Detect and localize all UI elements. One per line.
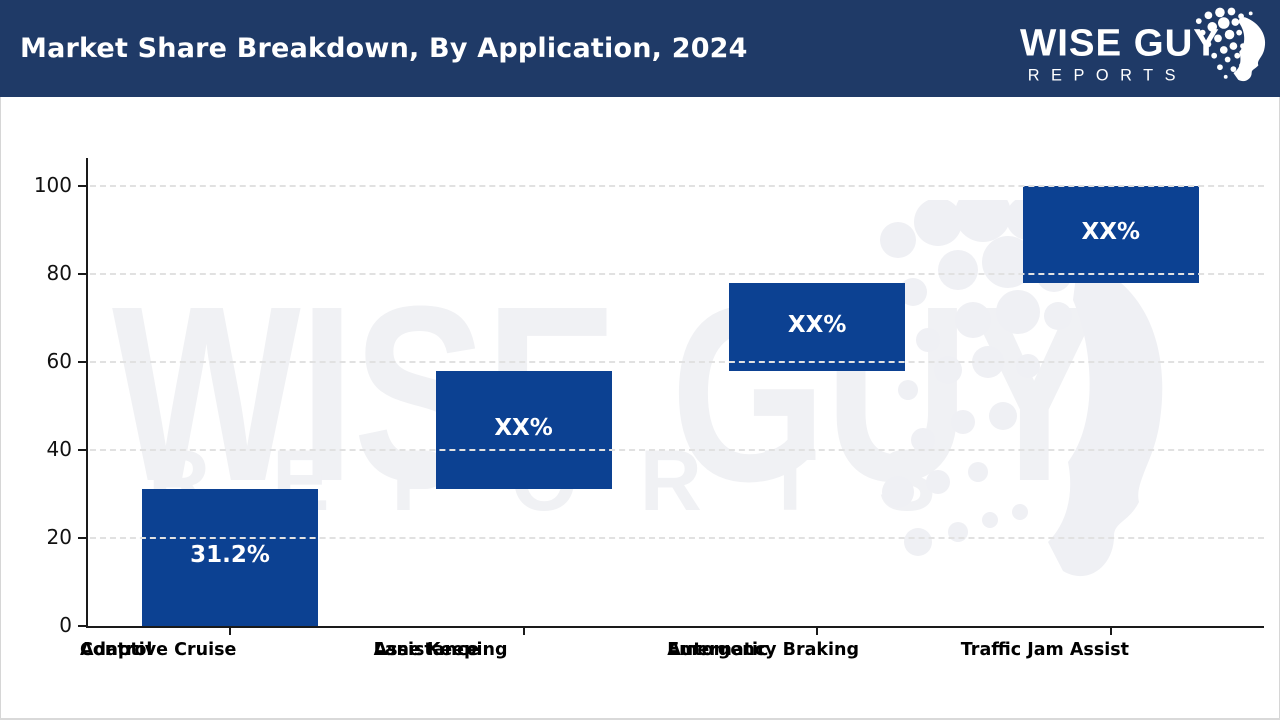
x-tick-line: Adaptive Cruise [80, 640, 237, 660]
y-tick-mark [78, 449, 86, 451]
x-tick-mark [522, 628, 525, 635]
y-tick-label: 80 [46, 261, 72, 285]
bar-value-label: XX% [494, 414, 553, 441]
y-tick-mark [78, 625, 86, 627]
x-tick-mark [816, 628, 819, 635]
x-tick-line: Assistance [373, 640, 480, 660]
y-tick-mark [78, 537, 86, 539]
x-tick-line: Traffic Jam Assist [960, 640, 1130, 660]
y-tick-label: 60 [46, 349, 72, 373]
y-tick-label: 40 [46, 437, 72, 461]
y-tick-mark [78, 185, 86, 187]
x-tick-mark [229, 628, 231, 635]
waterfall-bar [729, 282, 906, 371]
logo-reports-text: REPORTS [1028, 67, 1187, 85]
x-tick-mark [1109, 628, 1112, 635]
bottom-border [0, 718, 1280, 720]
x-tick-line: Lane Keeping [373, 640, 508, 660]
gridline [90, 273, 1264, 275]
header-bar: Market Share Breakdown, By Application, … [0, 0, 1280, 97]
y-tick-label: 0 [59, 613, 72, 637]
y-axis-line [86, 158, 88, 628]
gridline [90, 537, 1264, 539]
x-tick-line: Emergency Braking [667, 640, 860, 660]
y-tick-label: 20 [46, 525, 72, 549]
waterfall-bar [142, 488, 318, 626]
bar-value-label: XX% [1081, 219, 1141, 246]
bar-value-label: 31.2% [190, 542, 270, 569]
y-tick-label: 100 [33, 173, 72, 197]
gridline [90, 185, 1264, 187]
wise-guy-reports-logo: WISE GUY REPORTS [1020, 7, 1266, 85]
page-title: Market Share Breakdown, By Application, … [20, 33, 748, 64]
y-tick-mark [78, 273, 86, 275]
waterfall-bar [1022, 186, 1199, 283]
logo-wiseguy-text: WISE GUY [1020, 22, 1220, 65]
x-tick-line: Control [80, 640, 153, 660]
waterfall-bar [435, 370, 612, 489]
y-tick-mark [78, 361, 86, 363]
gridline [90, 449, 1264, 451]
gridline [90, 361, 1264, 363]
x-tick-line: Automatic [667, 640, 769, 660]
logo-face-icon [1233, 17, 1266, 82]
x-axis-line [86, 626, 1264, 628]
bar-value-label: XX% [787, 311, 847, 338]
